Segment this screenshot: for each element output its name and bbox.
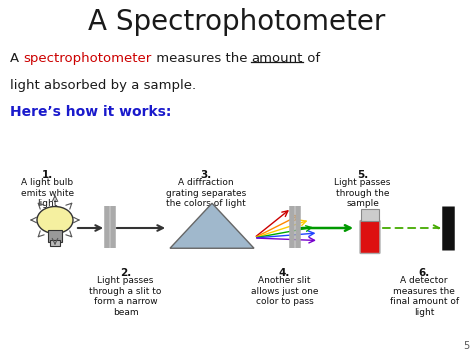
Circle shape (37, 207, 73, 234)
Text: A detector
measures the
final amount of
light: A detector measures the final amount of … (390, 276, 459, 317)
Text: spectrophotometer: spectrophotometer (23, 52, 152, 65)
Text: A Spectrophotometer: A Spectrophotometer (88, 8, 386, 36)
Text: measures the: measures the (152, 52, 251, 65)
Text: amount: amount (251, 52, 303, 65)
Text: 6.: 6. (419, 268, 430, 278)
Polygon shape (170, 203, 254, 248)
Text: light absorbed by a sample.: light absorbed by a sample. (10, 78, 196, 92)
Text: 1.: 1. (42, 170, 53, 180)
Text: Light passes
through a slit to
form a narrow
beam: Light passes through a slit to form a na… (90, 276, 162, 317)
Text: A: A (10, 52, 23, 65)
Bar (361, 209, 379, 221)
Text: of: of (303, 52, 320, 65)
Text: 5.: 5. (357, 170, 368, 180)
Text: Another slit
allows just one
color to pass: Another slit allows just one color to pa… (251, 276, 318, 306)
FancyBboxPatch shape (50, 240, 60, 246)
Text: Light passes
through the
sample: Light passes through the sample (335, 178, 391, 208)
Text: A diffraction
grating separates
the colors of light: A diffraction grating separates the colo… (166, 178, 246, 208)
Text: 4.: 4. (279, 268, 290, 278)
Text: A light bulb
emits white
light: A light bulb emits white light (21, 178, 74, 208)
FancyBboxPatch shape (360, 220, 380, 253)
Text: 3.: 3. (201, 170, 212, 180)
Text: 2.: 2. (120, 268, 131, 278)
Text: 5: 5 (463, 342, 469, 351)
FancyBboxPatch shape (48, 230, 62, 242)
Text: Here’s how it works:: Here’s how it works: (10, 104, 172, 119)
